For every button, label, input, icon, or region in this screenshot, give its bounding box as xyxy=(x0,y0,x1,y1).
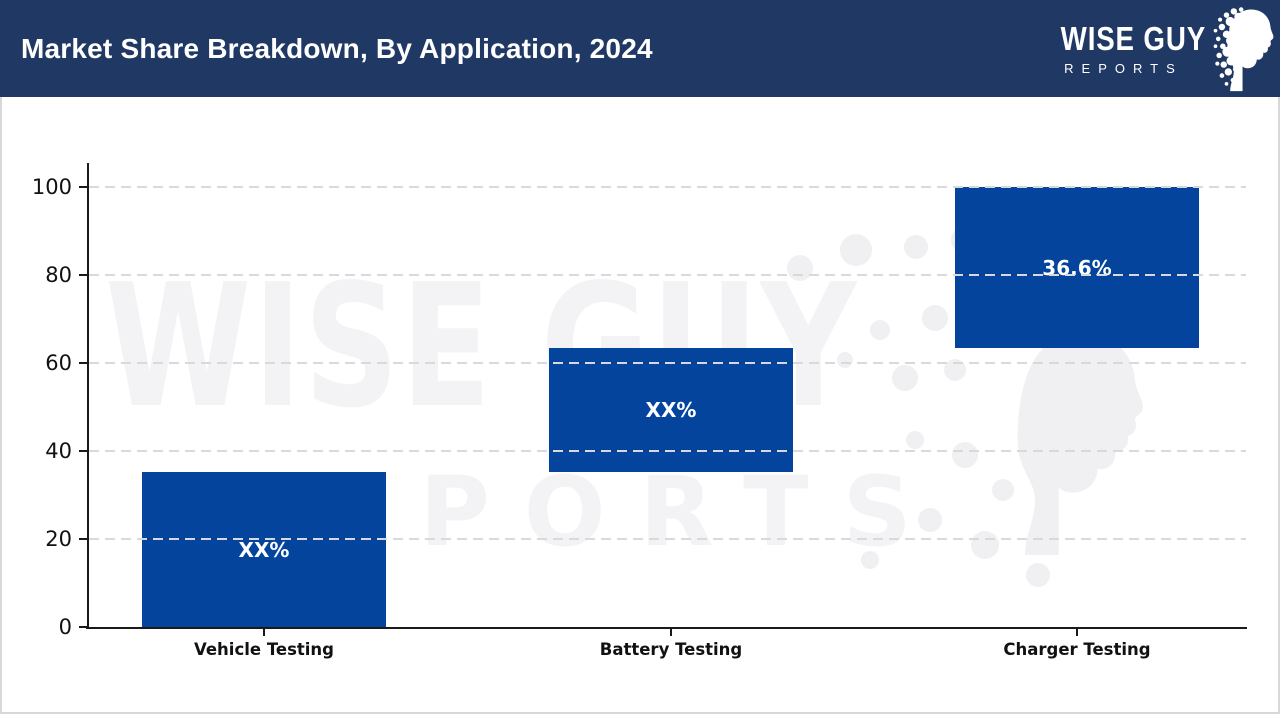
gridline-80 xyxy=(89,274,1246,276)
x-tick-vehicle-testing xyxy=(263,629,265,636)
y-tick-40 xyxy=(79,450,87,452)
y-tick-label-20: 20 xyxy=(45,527,72,551)
bar-value-label-vehicle-testing: XX% xyxy=(238,537,290,562)
y-tick-label-80: 80 xyxy=(45,263,72,287)
x-tick-label-charger-testing: Charger Testing xyxy=(1003,640,1151,659)
bar-charger-testing: 36.6% xyxy=(955,187,1199,349)
gridline-100 xyxy=(89,186,1246,188)
y-tick-label-60: 60 xyxy=(45,351,72,375)
gridline-60 xyxy=(89,362,1246,364)
bar-vehicle-testing: XX% xyxy=(142,472,386,627)
y-tick-60 xyxy=(79,362,87,364)
logo-dotted-head-icon xyxy=(1213,7,1274,92)
y-tick-100 xyxy=(79,186,87,188)
x-tick-label-battery-testing: Battery Testing xyxy=(599,640,743,659)
page-title: Market Share Breakdown, By Application, … xyxy=(21,32,653,64)
wise-guy-logo: WISE GUY REPORTS xyxy=(1028,0,1278,97)
bar-value-label-battery-testing: XX% xyxy=(645,398,697,423)
bar-battery-testing: XX% xyxy=(549,348,793,473)
y-tick-label-40: 40 xyxy=(45,439,72,463)
x-axis-line xyxy=(86,627,1247,629)
y-axis-line xyxy=(87,163,89,629)
y-tick-80 xyxy=(79,274,87,276)
x-tick-label-vehicle-testing: Vehicle Testing xyxy=(193,640,334,659)
header-bar: Market Share Breakdown, By Application, … xyxy=(0,0,1280,97)
y-tick-label-0: 0 xyxy=(58,615,72,639)
logo-wordmark: WISE GUY xyxy=(1060,20,1206,57)
y-tick-20 xyxy=(79,538,87,540)
logo-reports-text: REPORTS xyxy=(1064,61,1183,76)
gridline-20 xyxy=(89,538,1246,540)
logo-text: WISE GUY REPORTS xyxy=(1033,20,1206,76)
x-tick-battery-testing xyxy=(670,629,672,636)
y-tick-label-100: 100 xyxy=(31,175,72,199)
x-tick-charger-testing xyxy=(1076,629,1078,636)
y-tick-0 xyxy=(79,626,87,628)
gridline-40 xyxy=(89,450,1246,452)
